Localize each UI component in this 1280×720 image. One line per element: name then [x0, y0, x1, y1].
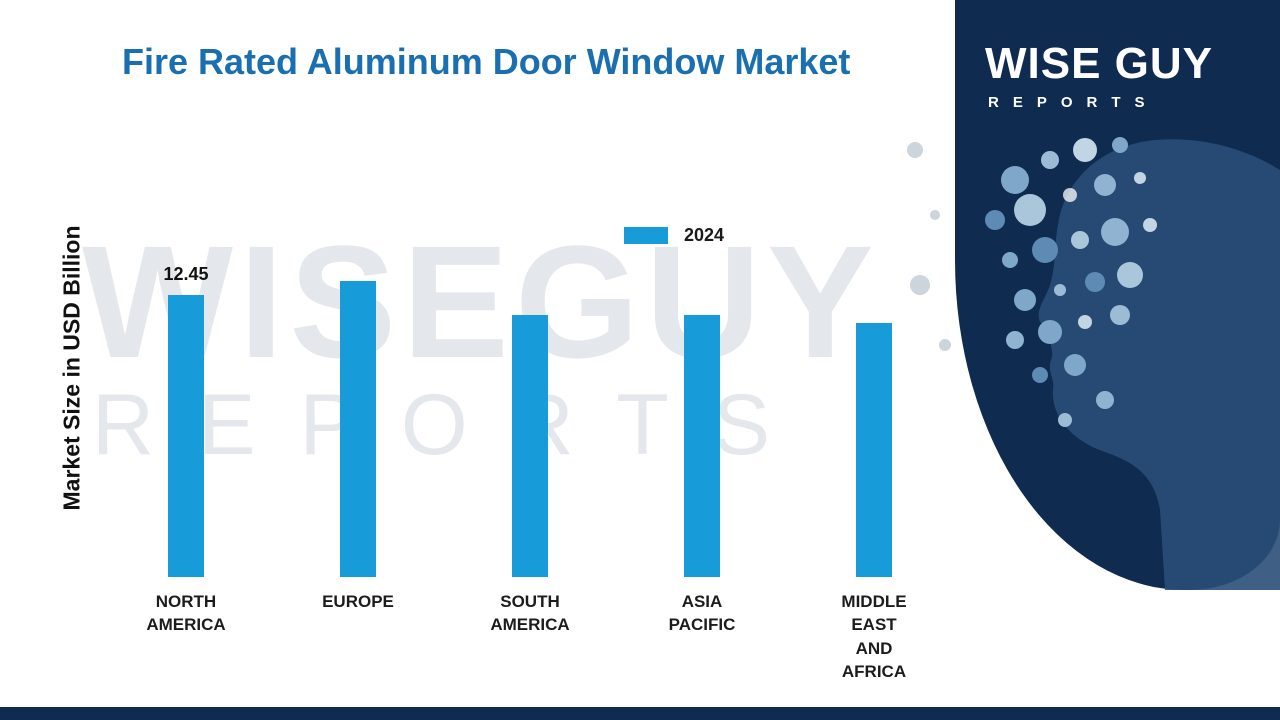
page-title: Fire Rated Aluminum Door Window Market	[122, 41, 851, 82]
bar-middle-east-and-africa	[856, 323, 892, 577]
legend: 2024	[624, 225, 724, 246]
footer-bar	[0, 707, 1280, 720]
logo-dot-pattern	[985, 137, 1157, 427]
bar-group-europe: EUROPE	[272, 180, 444, 611]
x-tick-label-north-america: NORTH AMERICA	[146, 592, 226, 635]
head-silhouette	[1038, 139, 1280, 590]
bar-europe	[340, 281, 376, 577]
y-axis-label: Market Size in USD Billion	[58, 225, 85, 511]
legend-label-2024: 2024	[684, 225, 725, 245]
bar-group-north-america: 12.45 NORTH AMERICA	[100, 180, 272, 634]
x-tick-label-south-america: SOUTH AMERICA	[490, 592, 570, 635]
x-tick-label-middle-east-and-africa: MIDDLE EAST AND AFRICA	[841, 592, 907, 682]
bar-south-america	[512, 315, 548, 577]
bar-group-middle-east-and-africa: MIDDLE EAST AND AFRICA	[788, 180, 960, 681]
bar-chart: 12.45 NORTH AMERICA EUROPE SOUTH AMERICA ASI…	[100, 180, 960, 681]
legend-swatch-2024	[624, 227, 668, 244]
bar-group-asia-pacific: ASIA PACIFIC	[616, 180, 788, 634]
logo-text: WISE GUY REPORTS	[985, 39, 1214, 112]
x-tick-label-europe: EUROPE	[322, 592, 394, 611]
bar-asia-pacific	[684, 315, 720, 577]
bar-value-label-north-america: 12.45	[163, 264, 209, 284]
logo-subtitle: REPORTS	[988, 94, 1159, 111]
face-profile-icon	[907, 137, 1280, 590]
logo-wordmark: WISE GUY	[985, 39, 1214, 88]
logo: WISE GUY REPORTS	[890, 0, 1280, 590]
x-tick-label-asia-pacific: ASIA PACIFIC	[668, 592, 736, 635]
bar-group-south-america: SOUTH AMERICA	[444, 180, 616, 634]
bar-north-america: 12.45	[163, 264, 209, 577]
logo-outer-dots	[907, 142, 951, 351]
